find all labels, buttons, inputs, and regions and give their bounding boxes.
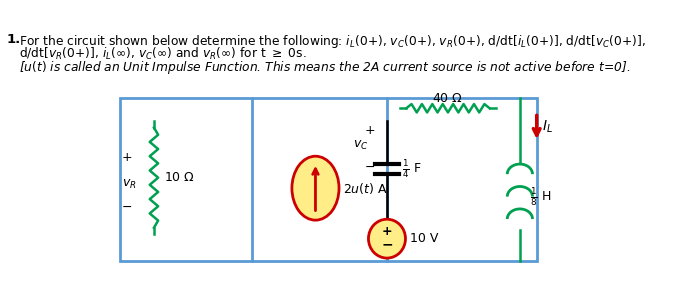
Text: $v_C$: $v_C$	[353, 139, 368, 152]
Text: $\frac{1}{8}$ H: $\frac{1}{8}$ H	[530, 186, 552, 208]
Text: $I_L$: $I_L$	[542, 119, 553, 135]
Text: $\frac{1}{4}$ F: $\frac{1}{4}$ F	[402, 158, 421, 180]
Text: +: +	[122, 150, 133, 164]
Text: −: −	[381, 237, 393, 251]
Text: +: +	[382, 226, 392, 238]
Text: −: −	[122, 201, 132, 214]
Text: 1.: 1.	[7, 33, 21, 46]
Text: 10 V: 10 V	[410, 232, 438, 245]
Text: For the circuit shown below determine the following: $i_L$(0+), $v_C$(0+), $v_R$: For the circuit shown below determine th…	[19, 33, 646, 50]
Text: $v_R$: $v_R$	[122, 178, 136, 191]
Text: 10 $\Omega$: 10 $\Omega$	[164, 171, 195, 184]
Ellipse shape	[368, 219, 406, 258]
Text: 2$u(t)$ A: 2$u(t)$ A	[343, 181, 388, 196]
Ellipse shape	[292, 156, 339, 220]
Text: −: −	[365, 161, 375, 174]
Text: d/dt[$v_R$(0+)], $i_L$($\infty$), $v_C$($\infty$) and $v_R$($\infty$) for t $\ge: d/dt[$v_R$(0+)], $i_L$($\infty$), $v_C$(…	[19, 46, 307, 62]
Text: [$u(t)$ is called an Unit Impulse Function. This means the 2A current source is : [$u(t)$ is called an Unit Impulse Functi…	[19, 60, 630, 77]
Bar	[120, 98, 537, 261]
Text: +: +	[365, 124, 376, 137]
Text: 40 $\Omega$: 40 $\Omega$	[432, 92, 464, 105]
